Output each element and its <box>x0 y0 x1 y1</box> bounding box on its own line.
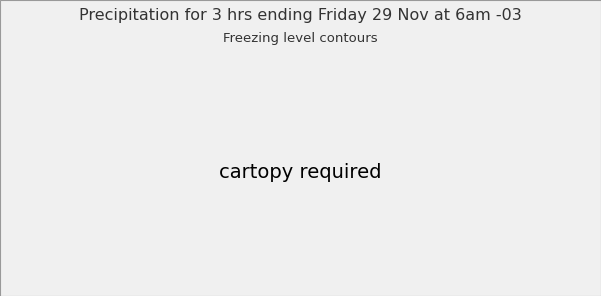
Text: Precipitation for 3 hrs ending Friday 29 Nov at 6am -03: Precipitation for 3 hrs ending Friday 29… <box>79 8 522 23</box>
Text: Freezing level contours: Freezing level contours <box>223 32 378 45</box>
Text: cartopy required: cartopy required <box>219 163 382 182</box>
